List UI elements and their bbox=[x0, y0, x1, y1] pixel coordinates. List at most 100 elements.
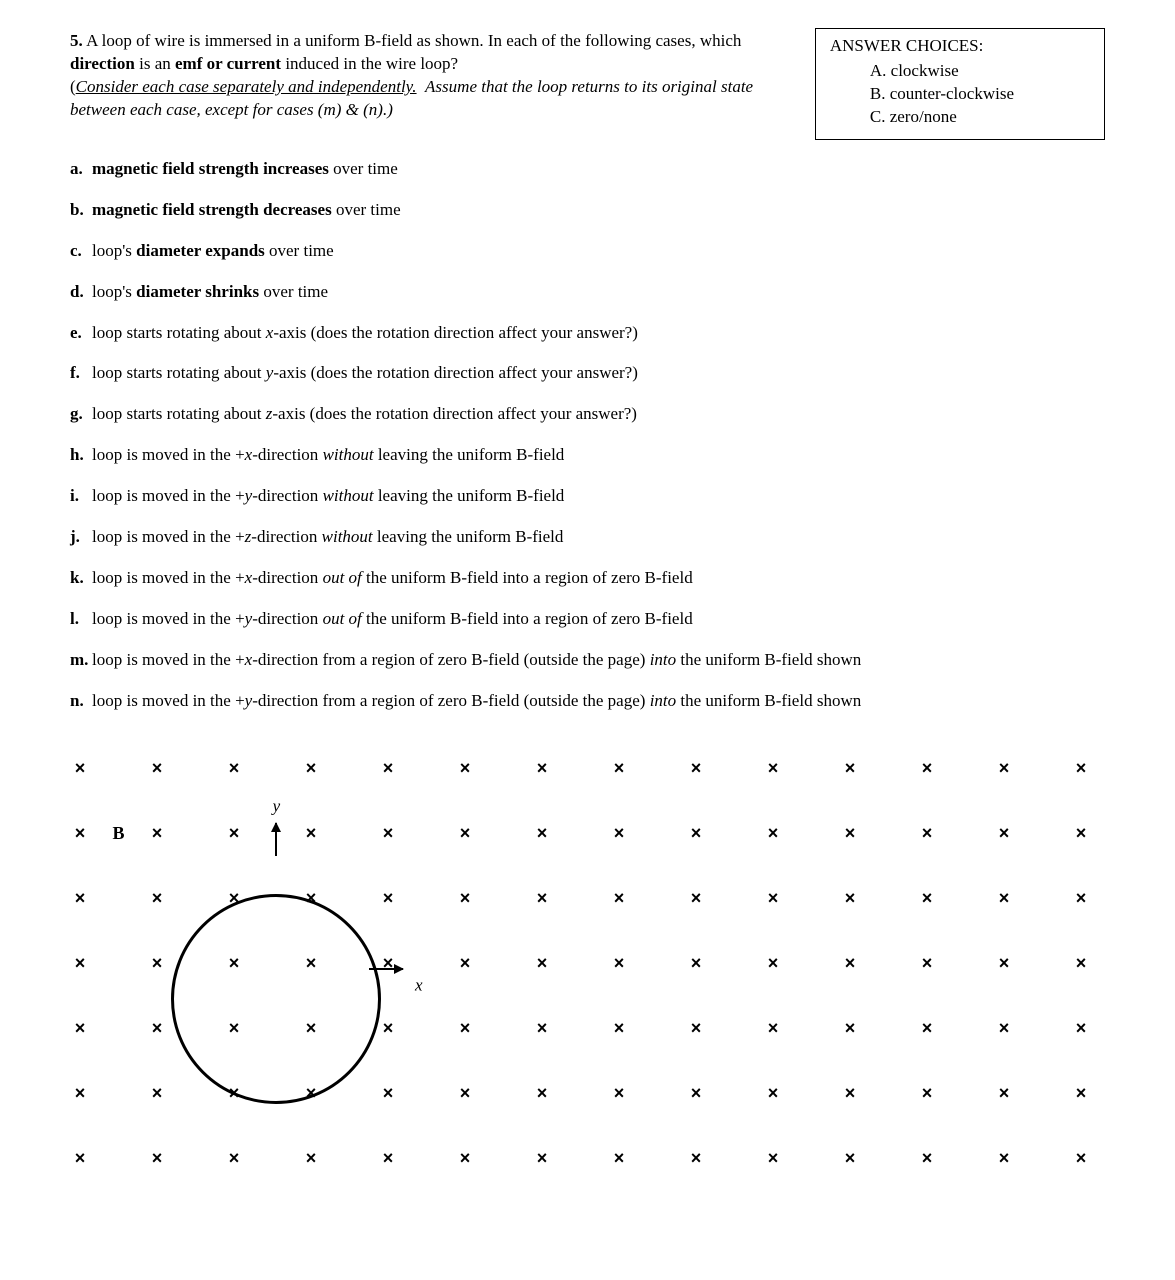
bfield-x-icon: × bbox=[999, 1146, 1010, 1170]
b-field-label: B bbox=[112, 821, 124, 845]
bfield-x-icon: × bbox=[229, 1146, 240, 1170]
bfield-x-icon: × bbox=[768, 1016, 779, 1040]
bfield-x-icon: × bbox=[460, 821, 471, 845]
subquestion-text: loop's diameter shrinks over time bbox=[92, 282, 328, 301]
bfield-x-icon: × bbox=[845, 1016, 856, 1040]
bfield-grid: × × × × × × × × × × × × × × × × × × × × × × × × × × × × × × × × × × × × × × × ×… bbox=[70, 738, 1105, 1208]
bfield-x-icon: × bbox=[383, 951, 394, 975]
bfield-x-icon: × bbox=[768, 951, 779, 975]
bfield-x-icon: × bbox=[999, 1081, 1010, 1105]
bfield-x-icon: × bbox=[1076, 1016, 1087, 1040]
bfield-x-icon: × bbox=[1076, 756, 1087, 780]
subquestion-label: m. bbox=[70, 649, 92, 672]
answer-option-a: A. clockwise bbox=[830, 60, 1014, 83]
bfield-x-icon: × bbox=[537, 951, 548, 975]
subquestion-b: b.magnetic field strength decreases over… bbox=[70, 199, 1105, 222]
subquestion-label: n. bbox=[70, 690, 92, 713]
subquestion-text: magnetic field strength decreases over t… bbox=[92, 200, 401, 219]
subquestion-k: k.loop is moved in the +x-direction out … bbox=[70, 567, 1105, 590]
bfield-x-icon: × bbox=[75, 1081, 86, 1105]
bfield-x-icon: × bbox=[614, 756, 625, 780]
subquestion-i: i.loop is moved in the +y-direction with… bbox=[70, 485, 1105, 508]
bfield-x-icon: × bbox=[1076, 1081, 1087, 1105]
bfield-x-icon: × bbox=[691, 821, 702, 845]
bfield-x-icon: × bbox=[460, 886, 471, 910]
bfield-x-icon: × bbox=[537, 756, 548, 780]
subquestion-text: loop is moved in the +x-direction from a… bbox=[92, 650, 861, 669]
subquestion-label: h. bbox=[70, 444, 92, 467]
bfield-x-icon: × bbox=[75, 951, 86, 975]
bfield-x-icon: × bbox=[75, 756, 86, 780]
bfield-x-icon: × bbox=[691, 1016, 702, 1040]
subquestion-m: m.loop is moved in the +x-direction from… bbox=[70, 649, 1105, 672]
bfield-x-icon: × bbox=[152, 756, 163, 780]
bfield-x-icon: × bbox=[999, 821, 1010, 845]
subquestion-d: d.loop's diameter shrinks over time bbox=[70, 281, 1105, 304]
bfield-x-icon: × bbox=[229, 756, 240, 780]
bfield-x-icon: × bbox=[537, 821, 548, 845]
bfield-x-icon: × bbox=[460, 951, 471, 975]
question-header: 5. A loop of wire is immersed in a unifo… bbox=[70, 30, 1105, 140]
bfield-x-icon: × bbox=[537, 1146, 548, 1170]
bfield-x-icon: × bbox=[691, 886, 702, 910]
y-axis-label: y bbox=[273, 795, 281, 818]
x-axis-label: x bbox=[415, 974, 423, 997]
bfield-x-icon: × bbox=[768, 1081, 779, 1105]
question-number: 5. bbox=[70, 31, 83, 50]
subquestion-c: c.loop's diameter expands over time bbox=[70, 240, 1105, 263]
bfield-x-icon: × bbox=[999, 1016, 1010, 1040]
bfield-x-icon: × bbox=[152, 1146, 163, 1170]
bfield-x-icon: × bbox=[845, 1081, 856, 1105]
bfield-x-icon: × bbox=[614, 1016, 625, 1040]
subquestion-j: j.loop is moved in the +z-direction with… bbox=[70, 526, 1105, 549]
subquestion-h: h.loop is moved in the +x-direction with… bbox=[70, 444, 1105, 467]
bfield-x-icon: × bbox=[922, 1081, 933, 1105]
x-axis-arrow-icon bbox=[369, 968, 404, 970]
bfield-x-icon: × bbox=[614, 821, 625, 845]
bfield-x-icon: × bbox=[922, 1016, 933, 1040]
y-axis-arrow-icon bbox=[275, 823, 277, 856]
bfield-x-icon: × bbox=[614, 1081, 625, 1105]
answer-option-b: B. counter-clockwise bbox=[830, 83, 1014, 106]
bfield-x-icon: × bbox=[306, 821, 317, 845]
subquestion-e: e.loop starts rotating about x-axis (doe… bbox=[70, 322, 1105, 345]
intro-text: A loop of wire is immersed in a uniform … bbox=[70, 31, 741, 73]
bfield-x-icon: × bbox=[999, 951, 1010, 975]
bfield-x-icon: × bbox=[460, 1146, 471, 1170]
subquestion-a: a.magnetic field strength increases over… bbox=[70, 158, 1105, 181]
question-intro: 5. A loop of wire is immersed in a unifo… bbox=[70, 30, 785, 122]
bfield-x-icon: × bbox=[999, 756, 1010, 780]
bfield-x-icon: × bbox=[922, 886, 933, 910]
bfield-x-icon: × bbox=[152, 1081, 163, 1105]
bfield-x-icon: × bbox=[845, 756, 856, 780]
bfield-x-icon: × bbox=[768, 756, 779, 780]
bfield-x-icon: × bbox=[691, 1146, 702, 1170]
bfield-x-icon: × bbox=[922, 821, 933, 845]
subquestion-label: j. bbox=[70, 526, 92, 549]
subquestion-list: a.magnetic field strength increases over… bbox=[70, 158, 1105, 713]
bfield-x-icon: × bbox=[614, 951, 625, 975]
bfield-x-icon: × bbox=[383, 1081, 394, 1105]
subquestion-text: loop is moved in the +x-direction out of… bbox=[92, 568, 693, 587]
bfield-x-icon: × bbox=[306, 1146, 317, 1170]
bfield-x-icon: × bbox=[691, 1081, 702, 1105]
bfield-x-icon: × bbox=[383, 821, 394, 845]
bfield-x-icon: × bbox=[768, 821, 779, 845]
bfield-x-icon: × bbox=[75, 1146, 86, 1170]
subquestion-label: e. bbox=[70, 322, 92, 345]
subquestion-label: i. bbox=[70, 485, 92, 508]
bfield-x-icon: × bbox=[691, 756, 702, 780]
subquestion-f: f.loop starts rotating about y-axis (doe… bbox=[70, 362, 1105, 385]
wire-loop bbox=[171, 894, 381, 1104]
subquestion-text: magnetic field strength increases over t… bbox=[92, 159, 398, 178]
bfield-x-icon: × bbox=[383, 1146, 394, 1170]
answer-option-c: C. zero/none bbox=[830, 106, 1014, 129]
instruction-text: (Consider each case separately and indep… bbox=[70, 77, 753, 119]
subquestion-text: loop is moved in the +y-direction from a… bbox=[92, 691, 861, 710]
bfield-x-icon: × bbox=[922, 1146, 933, 1170]
bfield-x-icon: × bbox=[306, 756, 317, 780]
bfield-x-icon: × bbox=[537, 1016, 548, 1040]
bfield-x-icon: × bbox=[75, 886, 86, 910]
bfield-x-icon: × bbox=[1076, 821, 1087, 845]
bfield-x-icon: × bbox=[922, 756, 933, 780]
